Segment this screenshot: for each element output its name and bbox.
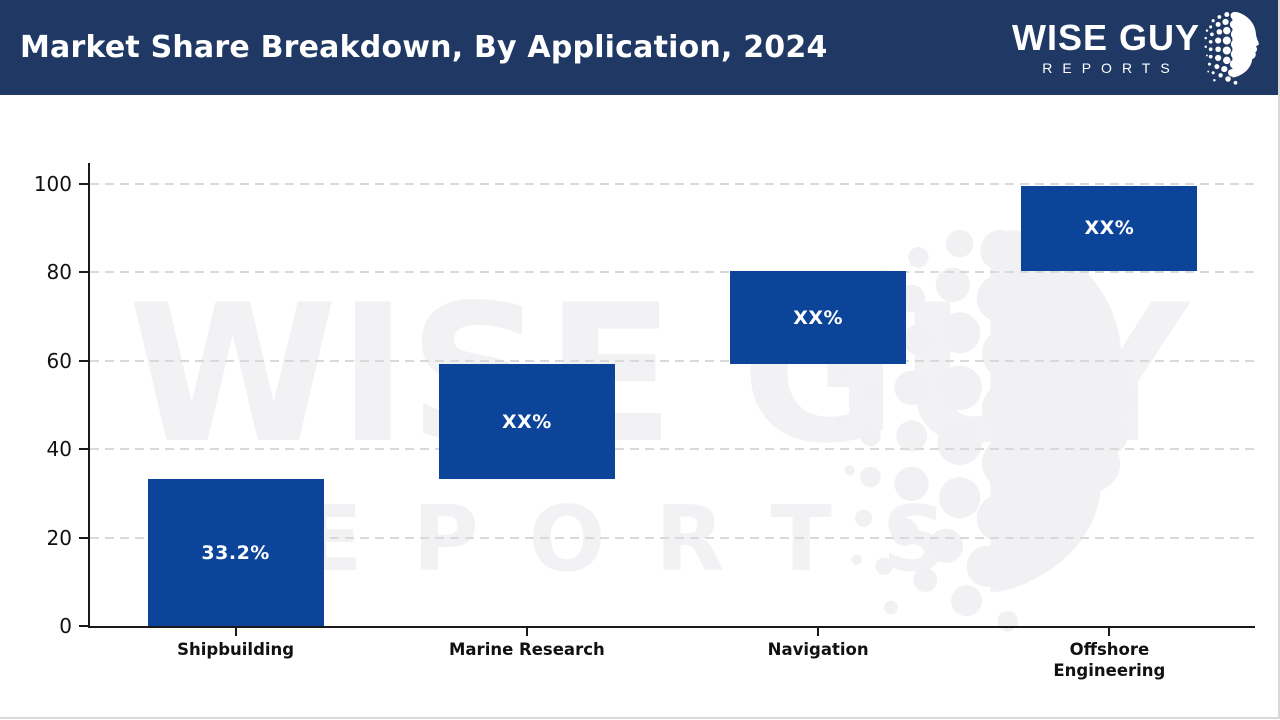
- x-axis-category-label: Navigation: [767, 640, 869, 659]
- logo-subtitle: REPORTS: [1042, 60, 1180, 76]
- bar-value-label: 33.2%: [201, 541, 270, 564]
- y-axis-tick-label: 0: [59, 614, 72, 638]
- x-axis-category-label: Marine Research: [449, 640, 605, 659]
- bar-value-label: XX%: [1084, 217, 1135, 240]
- y-axis-tick-label: 60: [46, 348, 72, 373]
- gridline: [90, 182, 1255, 185]
- gridline: [90, 271, 1255, 274]
- wiseguy-logo-text: WISE GUY REPORTS: [1011, 17, 1200, 76]
- bar-segment: 33.2%: [147, 479, 324, 626]
- y-axis-tick-label: 100: [33, 171, 72, 196]
- gridline: [90, 536, 1255, 539]
- x-axis-tick: [234, 626, 237, 636]
- y-axis-tick: [79, 271, 88, 274]
- gridline: [90, 359, 1255, 362]
- y-axis-tick: [79, 625, 88, 627]
- wiseguy-head-icon: [1202, 9, 1264, 87]
- wiseguy-logo: WISE GUY REPORTS: [1012, 9, 1264, 87]
- logo-wordmark: WISE GUY: [1011, 17, 1200, 58]
- y-axis-tick: [79, 182, 88, 185]
- bar-value-label: XX%: [793, 306, 844, 329]
- chart-title: Market Share Breakdown, By Application, …: [20, 30, 828, 65]
- bar-segment: XX%: [1021, 186, 1198, 271]
- bar-value-label: XX%: [501, 410, 552, 433]
- y-axis-tick: [79, 359, 88, 362]
- bar-segment: XX%: [438, 364, 615, 480]
- y-axis-tick-label: 20: [46, 525, 72, 550]
- y-axis-tick: [79, 536, 88, 539]
- y-axis-tick-label: 80: [46, 260, 72, 285]
- header: Market Share Breakdown, By Application, …: [0, 0, 1278, 95]
- x-axis-tick: [525, 626, 528, 636]
- bar-segment: XX%: [730, 270, 907, 365]
- x-axis-tick: [817, 626, 820, 636]
- x-axis-category-label: Offshore Engineering: [1053, 640, 1166, 681]
- y-axis-tick-label: 40: [46, 437, 72, 462]
- gridline: [90, 448, 1255, 451]
- plot-area: 0 20 40 60 80 100 33.2% Shipbuilding XX% Marine R…: [34, 163, 1255, 680]
- x-axis-category-label: Shipbuilding: [177, 640, 295, 659]
- x-axis-tick: [1108, 626, 1111, 636]
- y-axis-tick: [79, 448, 88, 451]
